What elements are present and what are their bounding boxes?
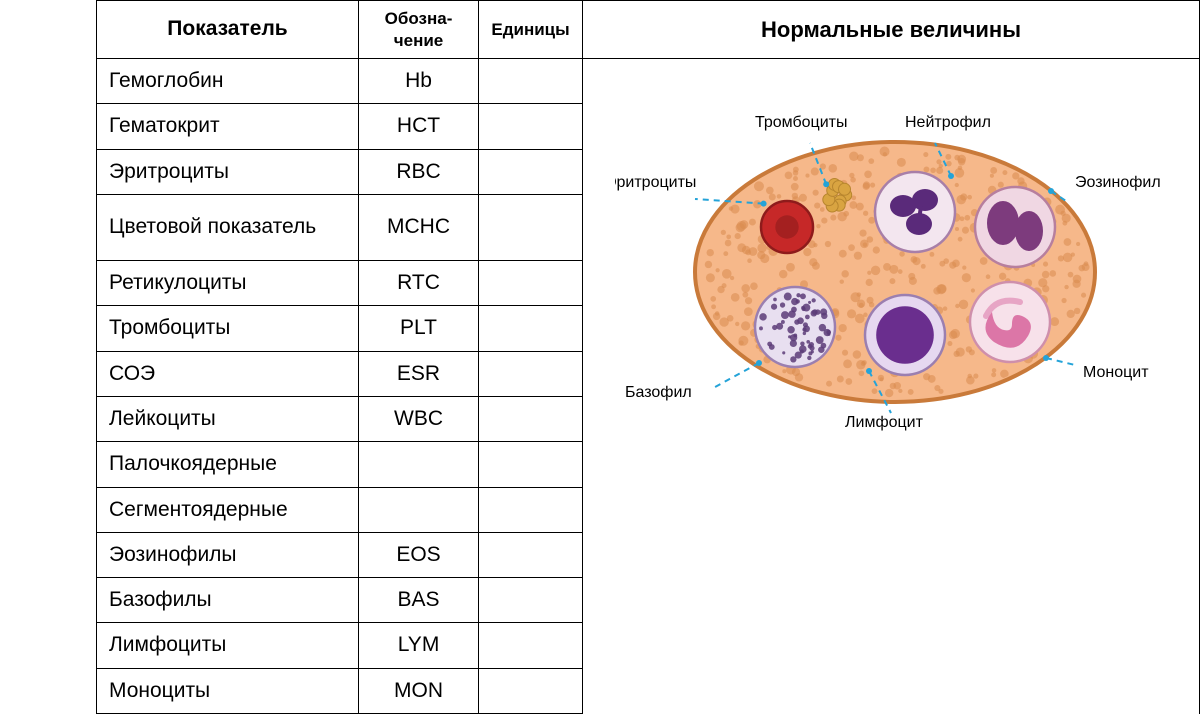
cell-indicator: Эритроциты <box>97 149 359 194</box>
cell-symbol: MON <box>359 668 479 713</box>
header-symbol: Обозна-чение <box>359 1 479 59</box>
cell-units <box>479 59 583 104</box>
cell-symbol: BAS <box>359 578 479 623</box>
cell-monocyte <box>970 282 1050 362</box>
table-row: МоноцитыMON <box>97 668 583 713</box>
cell-label-platelets: Тромбоциты <box>755 114 847 131</box>
cell-units <box>479 149 583 194</box>
cell-symbol: PLT <box>359 306 479 351</box>
cell-indicator: Гематокрит <box>97 104 359 149</box>
table-row: ГематокритHCT <box>97 104 583 149</box>
cell-units <box>479 623 583 668</box>
cell-indicator: Лейкоциты <box>97 397 359 442</box>
cell-label-erythrocyte: Эритроциты <box>615 174 696 191</box>
blood-indicators-table: Показатель Обозна-чение Единицы Гемоглоб… <box>96 0 583 714</box>
table-row: БазофилыBAS <box>97 578 583 623</box>
cell-symbol: Hb <box>359 59 479 104</box>
cell-eosinophil <box>975 187 1055 267</box>
cell-symbol: RBC <box>359 149 479 194</box>
cell-indicator: СОЭ <box>97 351 359 396</box>
cell-basophil <box>755 287 835 367</box>
table-row: Цветовой показательMCHC <box>97 194 583 260</box>
cell-lymphocyte <box>865 295 945 375</box>
table-row: ЭозинофилыEOS <box>97 532 583 577</box>
cell-indicator: Гемоглобин <box>97 59 359 104</box>
header-units: Единицы <box>479 1 583 59</box>
cell-symbol: LYM <box>359 623 479 668</box>
cell-units <box>479 442 583 487</box>
cell-units <box>479 532 583 577</box>
table-row: ГемоглобинHb <box>97 59 583 104</box>
cell-label-monocyte: Моноцит <box>1083 364 1149 381</box>
cell-indicator: Базофилы <box>97 578 359 623</box>
cell-label-neutrophil: Нейтрофил <box>905 114 991 131</box>
header-indicator: Показатель <box>97 1 359 59</box>
cell-units <box>479 306 583 351</box>
cell-symbol: RTC <box>359 261 479 306</box>
right-panel: Нормальные величины Эритроциты Тромбоциты… <box>583 0 1200 714</box>
cell-indicator: Моноциты <box>97 668 359 713</box>
cell-symbol <box>359 487 479 532</box>
cell-units <box>479 194 583 260</box>
cell-units <box>479 104 583 149</box>
cell-indicator: Палочкоядерные <box>97 442 359 487</box>
cell-indicator: Эозинофилы <box>97 532 359 577</box>
table-row: РетикулоцитыRTC <box>97 261 583 306</box>
cell-indicator: Ретикулоциты <box>97 261 359 306</box>
cell-symbol: HCT <box>359 104 479 149</box>
table-row: Сегментоядерные <box>97 487 583 532</box>
header-normal-values: Нормальные величины <box>583 1 1199 59</box>
blood-cells-diagram: Эритроциты Тромбоциты Нейтрофил Эозинофил Ба… <box>615 87 1175 437</box>
cell-symbol <box>359 442 479 487</box>
table-row: ТромбоцитыPLT <box>97 306 583 351</box>
cell-label-lymphocyte: Лимфоцит <box>845 414 924 431</box>
cell-label-basophil: Базофил <box>625 384 692 401</box>
cell-indicator: Цветовой показатель <box>97 194 359 260</box>
cell-units <box>479 261 583 306</box>
cell-units <box>479 351 583 396</box>
cell-indicator: Сегментоядерные <box>97 487 359 532</box>
cell-units <box>479 578 583 623</box>
cell-label-eosinophil: Эозинофил <box>1075 174 1161 191</box>
cell-units <box>479 668 583 713</box>
table-row: Палочкоядерные <box>97 442 583 487</box>
table-row: ЛимфоцитыLYM <box>97 623 583 668</box>
cell-symbol: ESR <box>359 351 479 396</box>
cell-units <box>479 397 583 442</box>
cell-symbol: EOS <box>359 532 479 577</box>
cell-indicator: Тромбоциты <box>97 306 359 351</box>
cell-symbol: WBC <box>359 397 479 442</box>
cell-indicator: Лимфоциты <box>97 623 359 668</box>
table-row: ЛейкоцитыWBC <box>97 397 583 442</box>
cell-symbol: MCHC <box>359 194 479 260</box>
table-row: СОЭESR <box>97 351 583 396</box>
cell-units <box>479 487 583 532</box>
cell-neutrophil <box>875 172 955 252</box>
cell-erythrocyte <box>761 201 813 253</box>
table-row: ЭритроцитыRBC <box>97 149 583 194</box>
